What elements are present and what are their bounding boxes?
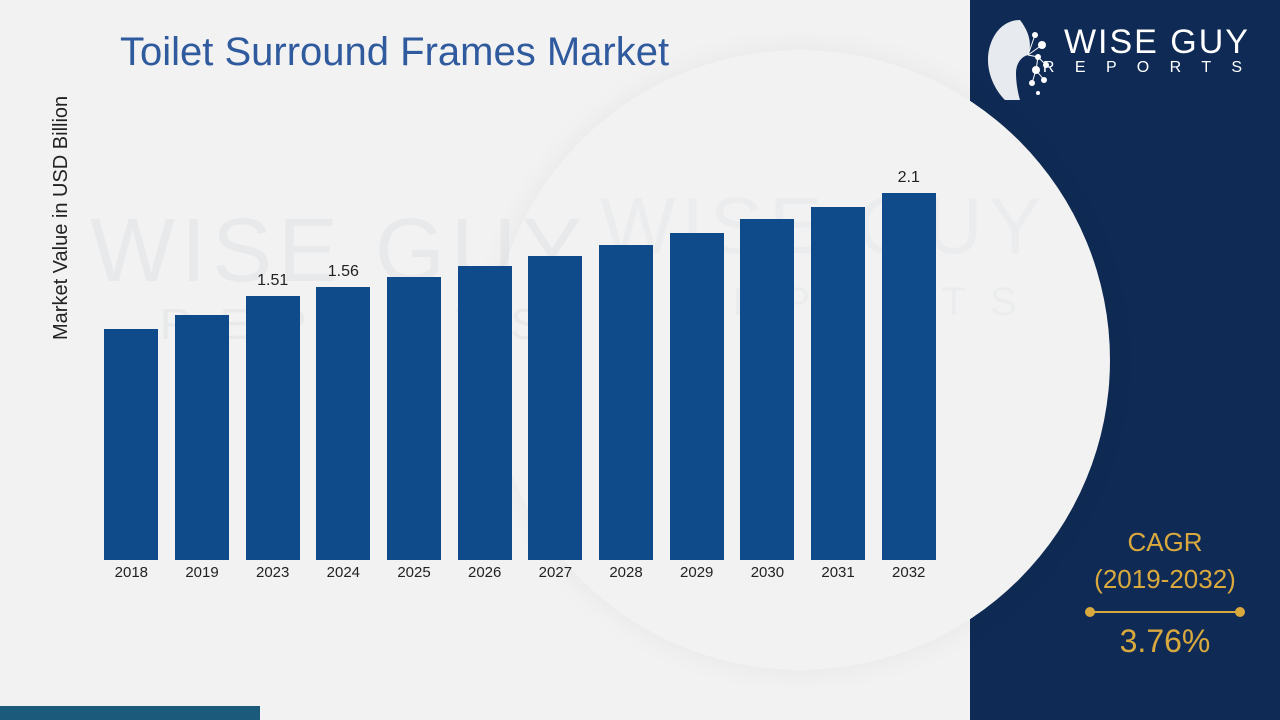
- bar: [246, 296, 300, 560]
- x-tick-label: 2028: [599, 564, 654, 581]
- bar-column: [740, 195, 795, 560]
- bar-value-label: 2.1: [898, 169, 920, 189]
- y-axis-label: Market Value in USD Billion: [50, 96, 73, 340]
- bar: [458, 266, 512, 560]
- logo-sub-text: R E P O R T S: [1043, 59, 1250, 77]
- x-tick-label: 2026: [457, 564, 512, 581]
- bar-column: [457, 242, 512, 560]
- logo: WISE GUY R E P O R T S: [1043, 25, 1250, 77]
- bar: [882, 193, 936, 561]
- bar: [316, 287, 370, 560]
- cagr-label-line1: CAGR: [1050, 524, 1280, 560]
- x-axis-labels: 2018 2019 2023 2024 2025 2026 2027 2028 2029 2030…: [100, 564, 940, 581]
- bar: [740, 219, 794, 560]
- x-tick-label: 2023: [245, 564, 300, 581]
- x-tick-label: 2019: [175, 564, 230, 581]
- bar-column: 1.51: [245, 272, 300, 560]
- bar-column: [528, 232, 583, 561]
- chart: Market Value in USD Billion 1.511.562.1 …: [60, 140, 940, 580]
- x-tick-label: 2030: [740, 564, 795, 581]
- bar: [387, 277, 441, 561]
- bar-column: [599, 221, 654, 560]
- cagr-label-line2: (2019-2032): [1050, 561, 1280, 597]
- bar-value-label: 1.56: [328, 263, 359, 283]
- bar-column: [104, 305, 159, 560]
- x-tick-label: 2018: [104, 564, 159, 581]
- bar-column: [387, 253, 442, 561]
- x-tick-label: 2029: [669, 564, 724, 581]
- bar-column: [811, 183, 866, 561]
- bar-value-label: 1.51: [257, 272, 288, 292]
- bar: [599, 245, 653, 560]
- bar: [175, 315, 229, 560]
- bar: [528, 256, 582, 561]
- x-tick-label: 2031: [811, 564, 866, 581]
- bar: [670, 233, 724, 560]
- bar-column: [669, 209, 724, 560]
- bar: [104, 329, 158, 560]
- plot-area: 1.51 1.56 2.1: [100, 140, 940, 560]
- cagr-divider: [1090, 611, 1240, 613]
- bar-column: 2.1: [881, 169, 936, 561]
- x-tick-label: 2032: [881, 564, 936, 581]
- cagr-block: CAGR (2019-2032) 3.76%: [1050, 524, 1280, 660]
- bar: [811, 207, 865, 561]
- x-tick-label: 2027: [528, 564, 583, 581]
- logo-main-text: WISE GUY: [1043, 25, 1250, 59]
- chart-title: Toilet Surround Frames Market: [120, 30, 669, 75]
- bottom-accent-bar: [0, 706, 260, 720]
- x-tick-label: 2024: [316, 564, 371, 581]
- x-tick-label: 2025: [387, 564, 442, 581]
- bar-column: [175, 291, 230, 560]
- bar-column: 1.56: [316, 263, 371, 560]
- cagr-value: 3.76%: [1050, 623, 1280, 660]
